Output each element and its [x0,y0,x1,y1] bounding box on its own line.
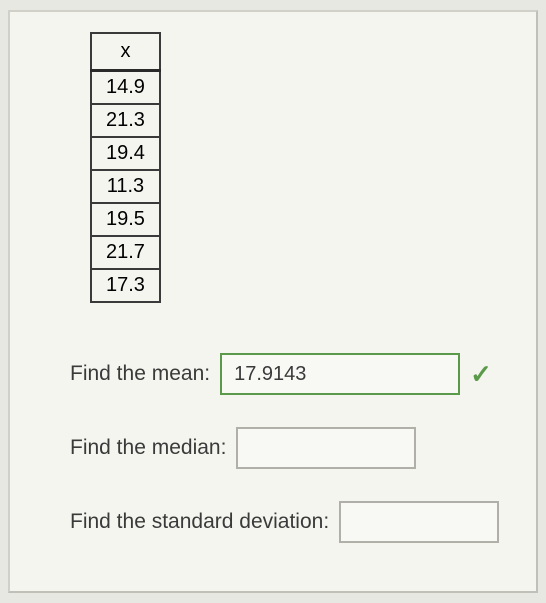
table-header: x [91,33,160,71]
table-cell: 21.3 [91,104,160,137]
data-table: x 14.9 21.3 19.4 11.3 19.5 21.7 17.3 [90,32,161,303]
median-question-row: Find the median: [70,427,516,469]
checkmark-icon: ✓ [470,359,492,390]
mean-label: Find the mean: [70,362,210,386]
table-cell: 11.3 [91,170,160,203]
table-cell: 19.5 [91,203,160,236]
table-cell: 14.9 [91,71,160,105]
median-input[interactable] [236,427,416,469]
question-container: x 14.9 21.3 19.4 11.3 19.5 21.7 17.3 Fin… [8,10,538,593]
table-cell: 17.3 [91,269,160,302]
table-cell: 19.4 [91,137,160,170]
table-cell: 21.7 [91,236,160,269]
stddev-question-row: Find the standard deviation: [70,501,516,543]
stddev-input[interactable] [339,501,499,543]
median-label: Find the median: [70,436,226,460]
stddev-label: Find the standard deviation: [70,510,329,534]
mean-question-row: Find the mean: ✓ [70,353,516,395]
mean-input[interactable] [220,353,460,395]
